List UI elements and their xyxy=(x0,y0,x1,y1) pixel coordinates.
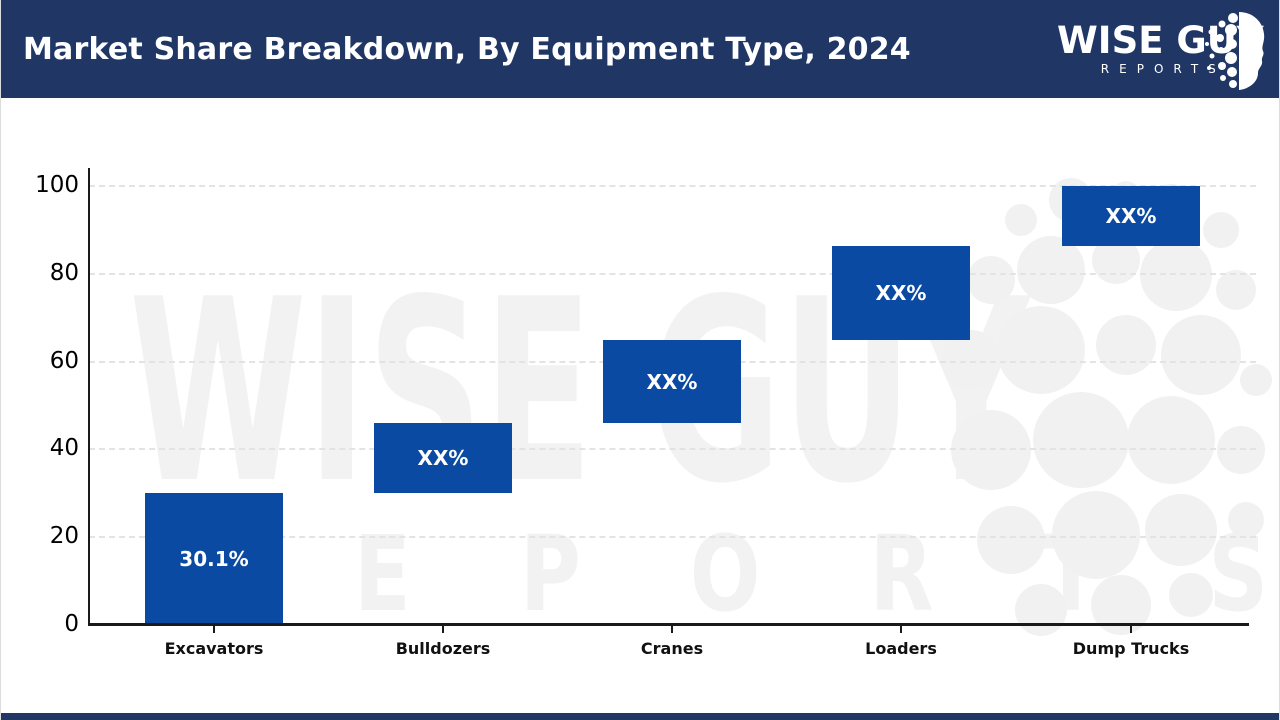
logo-subtext: REPORTS xyxy=(1100,62,1226,76)
y-tick-label-80: 80 xyxy=(49,259,79,286)
bar-value-label: XX% xyxy=(417,446,469,471)
x-tick xyxy=(1130,626,1132,633)
x-tick xyxy=(671,626,673,633)
bar-value-label: XX% xyxy=(875,280,927,305)
x-tick xyxy=(442,626,444,633)
y-tick-label-60: 60 xyxy=(49,347,79,374)
x-tick xyxy=(213,626,215,633)
category-label-dump-trucks: Dump Trucks xyxy=(1072,639,1190,658)
gridline-80 xyxy=(89,272,1256,275)
page-title: Market Share Breakdown, By Equipment Typ… xyxy=(23,31,911,67)
y-axis-line xyxy=(88,168,90,625)
bar-value-label: XX% xyxy=(1105,203,1157,228)
bar-excavators: 30.1% xyxy=(145,492,283,625)
category-label-loaders: Loaders xyxy=(865,639,937,658)
gridline-20 xyxy=(89,536,1256,539)
bar-cranes: XX% xyxy=(603,340,741,424)
gridline-40 xyxy=(89,448,1256,451)
bar-bulldozers: XX% xyxy=(374,423,512,493)
bar-loaders: XX% xyxy=(832,245,970,341)
x-tick xyxy=(900,626,902,633)
x-axis-line xyxy=(88,623,1249,626)
category-label-bulldozers: Bulldozers xyxy=(395,639,491,658)
header-bar: Market Share Breakdown, By Equipment Typ… xyxy=(1,0,1279,98)
y-tick-label-20: 20 xyxy=(49,523,79,550)
bar-dump-trucks: XX% xyxy=(1062,186,1200,246)
category-label-excavators: Excavators xyxy=(164,639,264,658)
y-tick-label-100: 100 xyxy=(35,172,79,198)
y-tick-label-0: 0 xyxy=(64,611,79,637)
bar-value-label: XX% xyxy=(646,369,698,394)
bar-value-label: 30.1% xyxy=(179,546,249,571)
wiseguy-head-icon xyxy=(1205,12,1265,90)
y-tick-label-40: 40 xyxy=(49,435,79,462)
category-label-cranes: Cranes xyxy=(640,639,704,658)
wiseguy-logo: WISE GUY REPORTS xyxy=(1027,8,1267,92)
gridline-100 xyxy=(89,185,1256,187)
footer-bar xyxy=(1,713,1279,720)
